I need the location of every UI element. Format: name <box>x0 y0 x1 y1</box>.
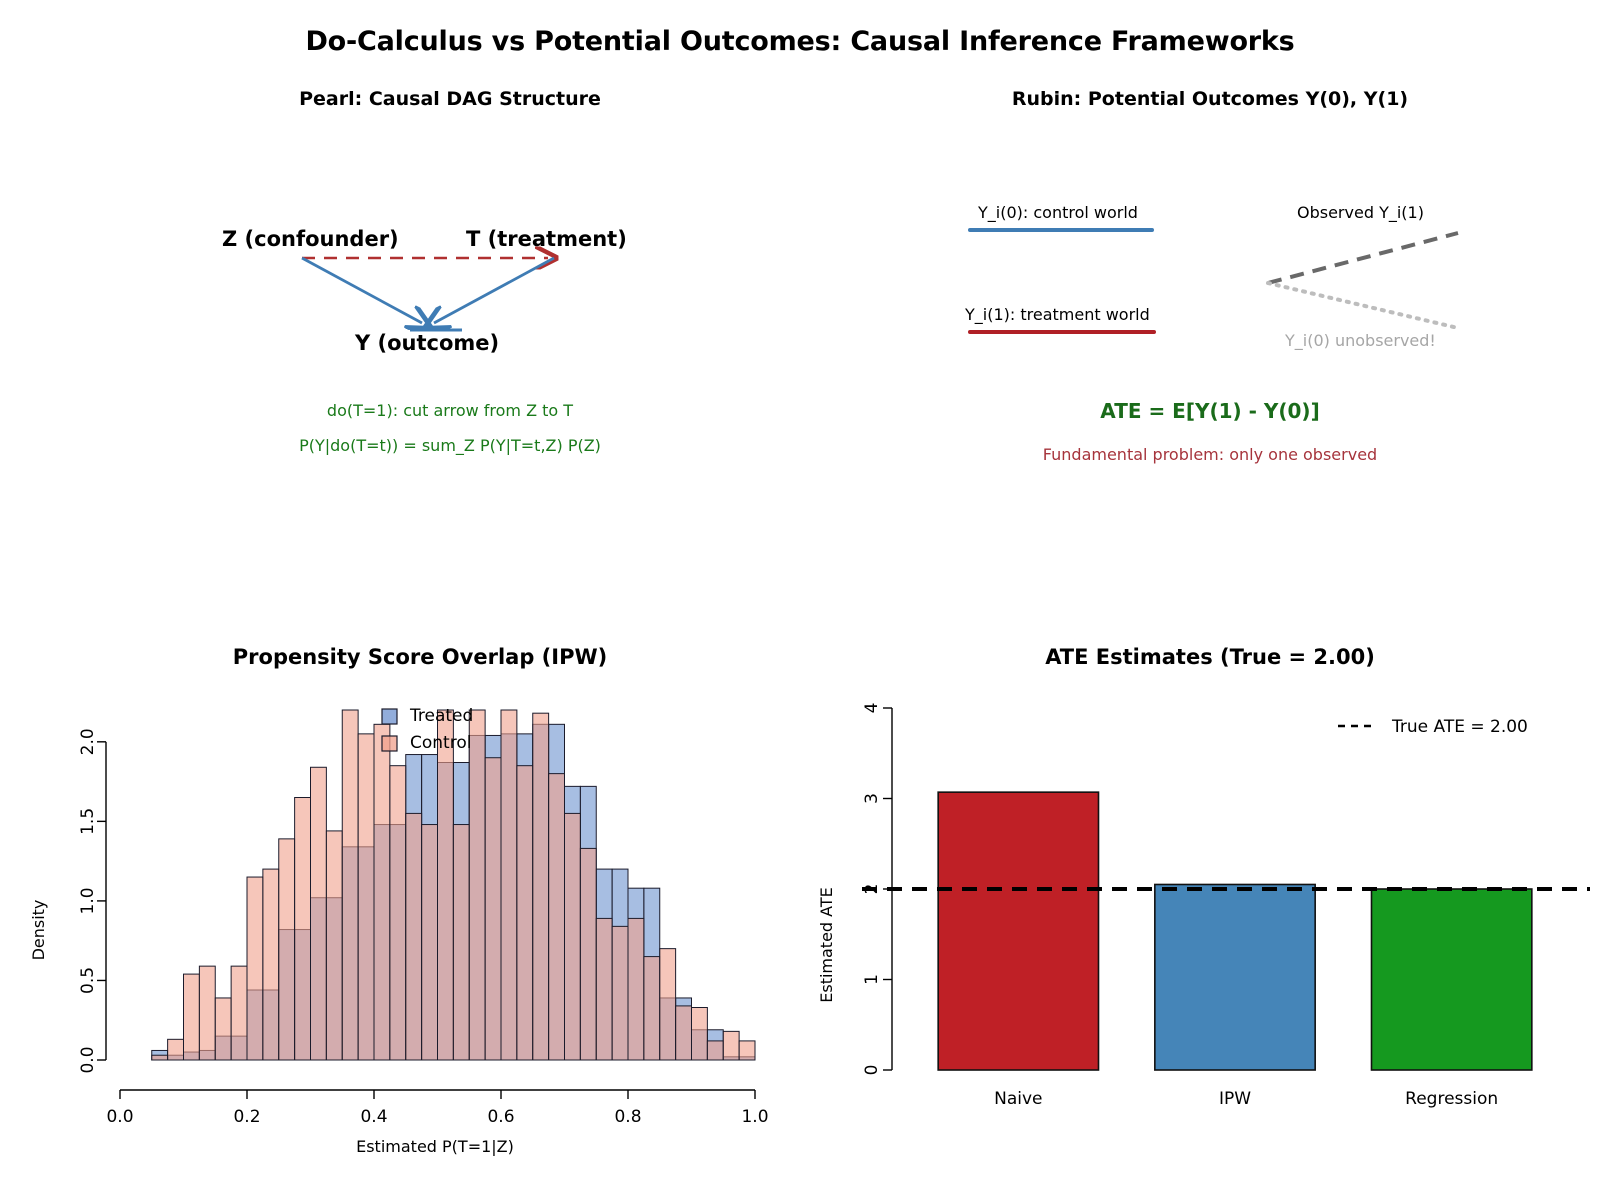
y-tick-label: 4 <box>862 703 882 714</box>
treatment-world-rule <box>968 330 1156 334</box>
y-tick-label: 0.5 <box>78 967 98 994</box>
page-title: Do-Calculus vs Potential Outcomes: Causa… <box>305 26 1295 57</box>
histogram-bar <box>484 757 502 1061</box>
unobserved-dotted-line <box>1266 281 1460 330</box>
observed-dashed-line <box>1267 231 1459 285</box>
histogram-bar <box>468 709 486 1061</box>
histogram-bar <box>262 868 280 1061</box>
legend-swatch <box>381 735 398 752</box>
y-tick-label: 0 <box>862 1065 882 1076</box>
histogram-legend: Treated Control <box>381 706 473 753</box>
histogram-bar <box>706 1040 724 1061</box>
histogram-bar <box>675 1005 692 1061</box>
histogram-bar <box>500 709 518 1061</box>
histogram-bar <box>516 765 534 1061</box>
histogram-bar <box>341 709 359 1061</box>
histogram-series-control <box>151 709 756 1061</box>
histogram-bar <box>246 876 264 1061</box>
y-tick-label: 1.0 <box>78 887 98 914</box>
ate-bar <box>1154 883 1316 1071</box>
ate-estimates-bar-chart: 01234NaiveIPWRegression True ATE = 2.00 … <box>817 703 1590 1109</box>
x-tick-label: 0.4 <box>360 1107 387 1127</box>
edge-z-to-y <box>301 256 422 323</box>
histogram-bar <box>278 838 296 1061</box>
y-tick-label: 0.0 <box>78 1046 98 1073</box>
histogram-bar <box>389 765 407 1061</box>
histogram-bar <box>198 965 216 1061</box>
causal-dag-diagram <box>301 130 830 332</box>
ate-category-label: Regression <box>1405 1089 1498 1109</box>
histogram-bar <box>722 1030 740 1061</box>
ate-category-label: Naive <box>994 1089 1042 1109</box>
histogram-bar <box>294 797 311 1061</box>
legend-label: True ATE = 2.00 <box>1391 717 1528 737</box>
ate-category-label: IPW <box>1219 1089 1251 1109</box>
unobserved-outcome-label: Y_i(0) unobserved! <box>1285 331 1436 350</box>
histogram-bar <box>579 847 597 1061</box>
histogram-ylabel: Density <box>29 900 48 961</box>
x-tick-label: 0.6 <box>487 1107 514 1127</box>
y-tick-label: 1.5 <box>78 808 98 835</box>
y-tick-label: 3 <box>862 793 882 804</box>
histogram-bar <box>643 956 661 1061</box>
do-calculus-note: do(T=1): cut arrow from Z to T <box>326 401 574 420</box>
legend-label: Control <box>410 733 471 753</box>
dag-panel-title: Pearl: Causal DAG Structure <box>299 88 601 110</box>
x-tick-label: 0.2 <box>233 1107 260 1127</box>
histogram-bar <box>421 824 438 1061</box>
ate-ylabel: Estimated ATE <box>817 887 836 1003</box>
control-world-label: Y_i(0): control world <box>978 203 1138 222</box>
ate-bar <box>937 791 1100 1071</box>
histogram-bar <box>437 709 454 1061</box>
histogram-bar <box>595 917 613 1061</box>
histogram-bar <box>611 925 629 1061</box>
histogram-bar <box>214 997 232 1061</box>
y-tick-label: 2.0 <box>78 728 98 755</box>
histogram-bar <box>325 830 343 1061</box>
histogram-bar <box>532 712 550 1061</box>
observed-outcome-label: Observed Y_i(1) <box>1297 203 1424 222</box>
ate-bars-group <box>937 791 1533 1071</box>
histogram-bar <box>691 1007 708 1061</box>
histogram-bar <box>659 948 677 1061</box>
x-tick-label: 0.8 <box>614 1107 641 1127</box>
propensity-score-histogram: 0.0 0.5 1.0 1.5 2.0 0.0 0.2 0.4 0.6 0.8 1.0 Treate… <box>29 706 769 1156</box>
x-tick-label: 0.0 <box>106 1107 133 1127</box>
histogram-axes: 0.0 0.5 1.0 1.5 2.0 0.0 0.2 0.4 0.6 0.8 1.0 <box>78 728 769 1127</box>
y-tick-label: 1 <box>862 974 882 985</box>
histogram-bar <box>230 965 248 1061</box>
ate-chart-title: ATE Estimates (True = 2.00) <box>1045 645 1375 669</box>
histogram-bar <box>548 773 565 1061</box>
ate-formula: ATE = E[Y(1) - Y(0)] <box>1100 399 1320 423</box>
histogram-bar <box>357 733 375 1061</box>
dag-node-t: T (treatment) <box>466 227 627 251</box>
fundamental-problem-note: Fundamental problem: only one observed <box>1042 445 1378 464</box>
histogram-bar <box>183 973 200 1061</box>
adjustment-formula: P(Y|do(T=t)) = sum_Z P(Y|T=t,Z) P(Z) <box>299 436 601 455</box>
histogram-bar <box>564 812 581 1061</box>
control-world-rule <box>968 228 1154 232</box>
legend-swatch <box>381 708 398 725</box>
histogram-bar <box>151 1054 169 1061</box>
legend-label: Treated <box>409 706 473 726</box>
ate-legend: True ATE = 2.00 <box>1338 717 1528 737</box>
treatment-world-label: Y_i(1): treatment world <box>965 305 1150 324</box>
dag-node-y: Y (outcome) <box>355 331 500 355</box>
histogram-bar <box>738 1040 756 1061</box>
histogram-bar <box>167 1038 184 1061</box>
histogram-xlabel: Estimated P(T=1|Z) <box>356 1137 514 1156</box>
histogram-title: Propensity Score Overlap (IPW) <box>232 645 608 669</box>
potential-outcomes-panel-title: Rubin: Potential Outcomes Y(0), Y(1) <box>1011 88 1409 110</box>
edge-t-to-y <box>434 256 555 323</box>
x-tick-label: 1.0 <box>741 1107 768 1127</box>
histogram-bar <box>627 917 645 1061</box>
histogram-bar <box>405 812 423 1061</box>
histogram-bar <box>310 766 327 1061</box>
observed-vs-unobserved-lines <box>1266 231 1460 330</box>
histogram-bar <box>452 824 470 1061</box>
ate-bar <box>1370 888 1533 1071</box>
histogram-bar <box>373 723 391 1061</box>
dag-node-z: Z (confounder) <box>222 227 399 251</box>
